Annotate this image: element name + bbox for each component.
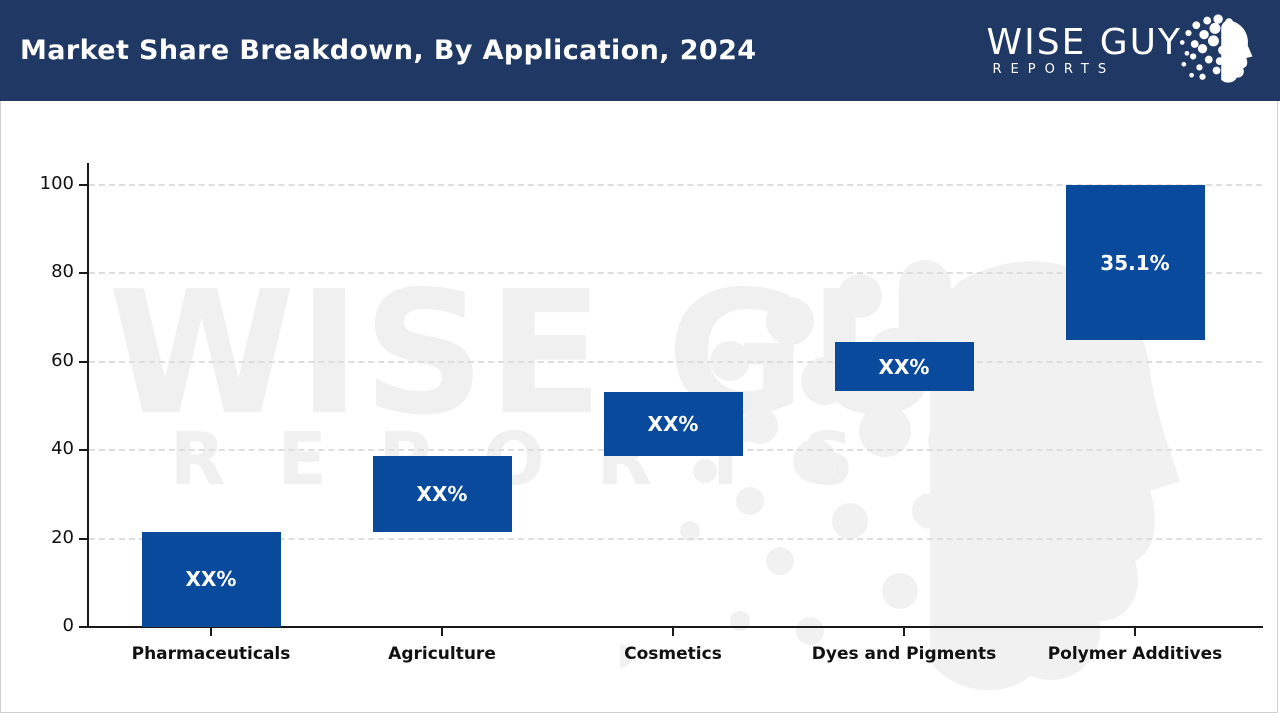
bar-value-label: XX% xyxy=(878,354,930,379)
bar-segment: XX% xyxy=(834,342,974,392)
brand-subname: REPORTS xyxy=(992,62,1116,78)
bar-segment: XX% xyxy=(372,455,512,532)
y-tick-label: 100 xyxy=(39,173,74,194)
bar-value-label: XX% xyxy=(416,481,468,506)
y-tick xyxy=(79,272,88,275)
face-profile-icon xyxy=(1179,13,1253,83)
x-tick-label: Pharmaceuticals xyxy=(131,644,291,664)
x-tick xyxy=(210,628,212,636)
y-gridline xyxy=(89,272,1262,275)
x-tick xyxy=(672,628,674,636)
y-gridline xyxy=(89,537,1262,540)
y-axis-spine xyxy=(87,163,89,628)
y-tick-label: 20 xyxy=(51,526,74,548)
chart-plot-area: WISE GUY REPORTS 0 20 40 60 80 100 XX% XX% XX% X… xyxy=(0,101,1280,713)
bar-value-label: XX% xyxy=(647,411,699,436)
y-tick xyxy=(79,360,88,363)
y-tick-label: 0 xyxy=(62,615,74,636)
bar-segment: XX% xyxy=(141,531,281,627)
x-tick-label: Cosmetics xyxy=(624,644,722,664)
bar-segment: XX% xyxy=(603,392,743,456)
y-tick xyxy=(79,537,88,540)
x-tick-label: Dyes and Pigments xyxy=(811,644,997,664)
y-tick xyxy=(79,449,88,452)
y-tick-label: 80 xyxy=(51,261,74,283)
y-tick xyxy=(79,184,88,186)
brand-name: WISE GUY xyxy=(986,21,1182,63)
x-tick-label: Polymer Additives xyxy=(1047,644,1223,664)
brand-logo: WISE GUY REPORTS xyxy=(987,7,1255,95)
x-tick xyxy=(441,628,443,636)
brand-logo-text: WISE GUY REPORTS xyxy=(986,21,1183,78)
x-tick-label: Agriculture xyxy=(388,644,496,664)
x-tick xyxy=(903,628,905,636)
x-axis-spine xyxy=(86,626,1263,628)
bar-value-label: 35.1% xyxy=(1100,250,1170,275)
x-tick xyxy=(1134,628,1136,636)
y-gridline xyxy=(89,184,1262,186)
y-gridline xyxy=(89,360,1262,363)
page-title: Market Share Breakdown, By Application, … xyxy=(20,35,757,66)
y-tick-label: 40 xyxy=(51,438,74,460)
bar-value-label: XX% xyxy=(185,567,237,592)
app-header: Market Share Breakdown, By Application, … xyxy=(0,0,1280,101)
y-tick-label: 60 xyxy=(51,349,74,371)
bar-segment: 35.1% xyxy=(1065,185,1205,341)
y-tick xyxy=(79,626,88,628)
